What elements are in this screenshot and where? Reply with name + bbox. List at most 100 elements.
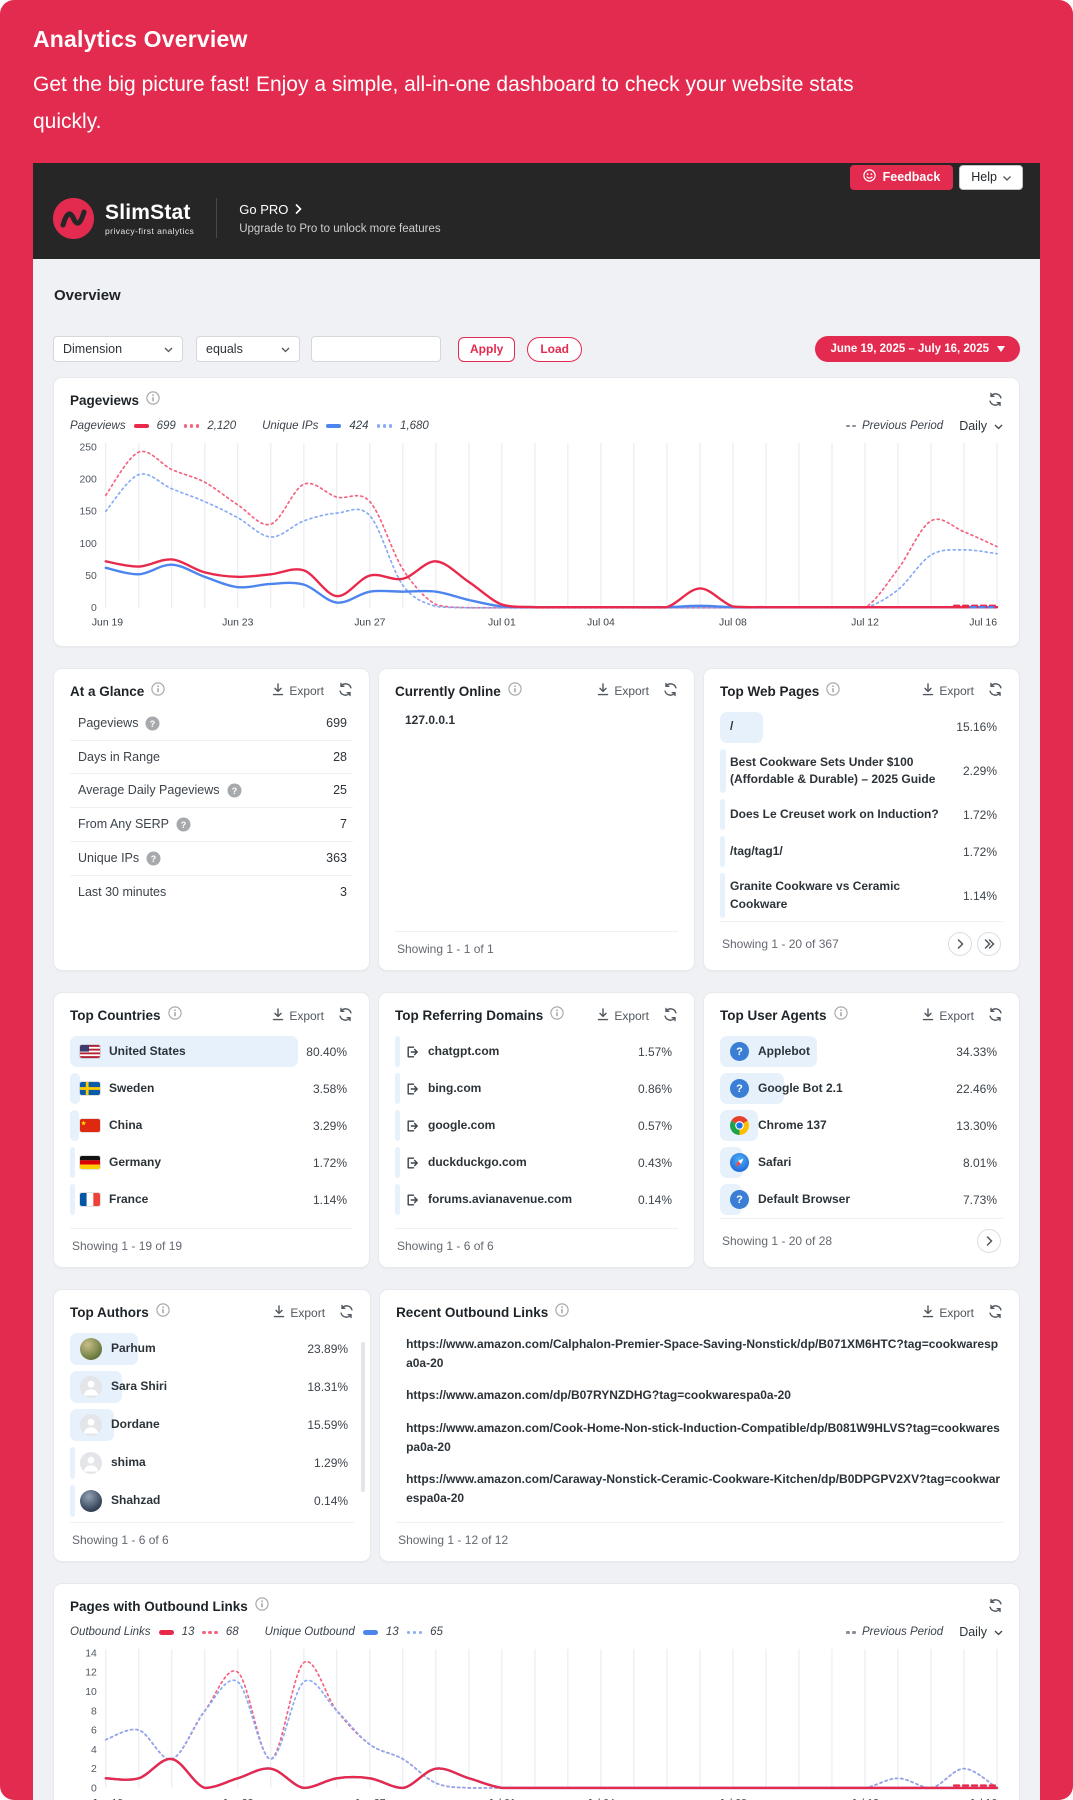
svg-text:?: ? — [150, 718, 156, 728]
next-page-button[interactable] — [977, 1229, 1001, 1254]
row-label[interactable]: Best Cookware Sets Under $100 (Affordabl… — [730, 754, 936, 786]
avatar — [80, 1452, 102, 1475]
refresh-button[interactable] — [988, 1304, 1003, 1322]
refresh-button[interactable] — [663, 682, 678, 700]
percentage-bar — [70, 1184, 75, 1216]
operator-select[interactable]: equals — [196, 336, 300, 362]
info-icon[interactable] — [555, 1303, 570, 1322]
filter-value-input[interactable] — [311, 336, 441, 362]
scrollbar[interactable] — [361, 1342, 366, 1493]
export-button[interactable]: Export — [922, 683, 974, 699]
refresh-button[interactable] — [988, 1007, 1003, 1025]
link-out-icon — [405, 1045, 419, 1059]
export-button[interactable]: Export — [922, 1007, 974, 1024]
info-icon[interactable] — [255, 1597, 269, 1616]
info-icon[interactable] — [146, 391, 160, 410]
row-percentage: 7.73% — [962, 1192, 997, 1207]
refresh-button[interactable] — [988, 392, 1003, 410]
table-row[interactable]: forums.avianavenue.com 0.14% — [395, 1181, 678, 1218]
outbound-link[interactable]: https://www.amazon.com/Caraway-Nonstick-… — [406, 1472, 1001, 1506]
metric-label: Average Daily Pageviews — [78, 783, 220, 798]
percentage-bar — [395, 1073, 400, 1105]
svg-text:Jun 27: Jun 27 — [354, 618, 385, 629]
info-icon[interactable] — [151, 681, 165, 701]
svg-text:6: 6 — [91, 1726, 97, 1737]
metric-value: 699 — [326, 716, 347, 731]
table-row[interactable]: chatgpt.com 1.57% — [395, 1033, 678, 1070]
info-icon[interactable] — [156, 1303, 170, 1322]
help-button[interactable]: Help — [959, 165, 1023, 190]
next-page-button[interactable] — [948, 932, 972, 957]
info-icon[interactable] — [508, 681, 522, 701]
row-percentage: 23.89% — [307, 1342, 349, 1357]
feedback-button[interactable]: Feedback — [849, 165, 954, 190]
chrome-icon — [730, 1116, 749, 1136]
interval-select[interactable]: Daily — [959, 1625, 1003, 1639]
go-pro-link[interactable]: Go PRO Upgrade to Pro to unlock more fea… — [239, 202, 440, 235]
refresh-button[interactable] — [339, 1304, 354, 1322]
row-label[interactable]: / — [730, 719, 734, 734]
outbound-link[interactable]: https://www.amazon.com/Cook-Home-Non-sti… — [406, 1420, 1000, 1454]
info-icon[interactable] — [833, 1006, 848, 1025]
row-label[interactable]: bing.com — [428, 1080, 482, 1095]
table-row[interactable]: Granite Cookware vs Ceramic Cookware 1.14… — [720, 870, 1003, 921]
svg-text:2: 2 — [91, 1765, 97, 1776]
row-label[interactable]: /tag/tag1/ — [730, 844, 783, 859]
interval-select[interactable]: Daily — [959, 419, 1003, 433]
table-row[interactable]: /tag/tag1/1.72% — [720, 833, 1003, 870]
row-percentage: 1.72% — [312, 1155, 347, 1170]
row-percentage: 1.72% — [962, 807, 997, 822]
glance-row: Average Daily Pageviews? 25 — [70, 774, 353, 808]
row-label[interactable]: forums.avianavenue.com — [428, 1191, 573, 1206]
table-row[interactable]: duckduckgo.com 0.43% — [395, 1144, 678, 1181]
svg-text:Jun 27: Jun 27 — [354, 1798, 385, 1800]
refresh-button[interactable] — [338, 1007, 353, 1025]
filter-bar: Dimension equals Apply Load June 19, 202… — [53, 336, 1020, 362]
svg-text:0: 0 — [91, 1784, 97, 1795]
row-label[interactable]: Granite Cookware vs Ceramic Cookware — [730, 879, 901, 911]
dimension-select[interactable]: Dimension — [53, 336, 183, 362]
table-row[interactable]: / 15.16% — [720, 709, 1003, 746]
export-button[interactable]: Export — [922, 1304, 974, 1321]
row-label: Shahzad — [111, 1493, 161, 1508]
panel-title: Top Referring Domains — [395, 1008, 544, 1024]
row-label[interactable]: Does Le Creuset work on Induction? — [730, 807, 939, 822]
row-label[interactable]: google.com — [428, 1117, 496, 1132]
glance-row: Days in Range 28 — [70, 741, 353, 774]
load-button[interactable]: Load — [527, 336, 583, 362]
apply-button[interactable]: Apply — [458, 336, 516, 362]
info-icon[interactable] — [167, 1006, 182, 1025]
legend-dotted-swatch — [202, 1630, 218, 1635]
avatar — [80, 1414, 102, 1437]
export-button[interactable]: Export — [272, 683, 324, 699]
panel-title: At a Glance — [70, 683, 145, 699]
refresh-button[interactable] — [338, 682, 353, 700]
export-button[interactable]: Export — [597, 1007, 649, 1024]
refresh-button[interactable] — [988, 682, 1003, 700]
table-row[interactable]: bing.com 0.86% — [395, 1070, 678, 1107]
outbound-link[interactable]: https://www.amazon.com/Calphalon-Premier… — [406, 1337, 999, 1371]
percentage-bar — [395, 1147, 400, 1179]
visitor-ip[interactable]: 127.0.0.1 — [405, 712, 456, 727]
table-row[interactable]: google.com 0.57% — [395, 1107, 678, 1144]
outbound-link[interactable]: https://www.amazon.com/dp/B07RYNZDHG?tag… — [406, 1388, 791, 1403]
info-icon[interactable] — [550, 1006, 564, 1025]
topbar-divider — [216, 198, 218, 238]
row-label: Sweden — [109, 1080, 155, 1095]
refresh-button[interactable] — [663, 1007, 678, 1025]
export-button[interactable]: Export — [273, 1304, 325, 1321]
row-label[interactable]: duckduckgo.com — [428, 1154, 527, 1169]
date-range-button[interactable]: June 19, 2025 – July 16, 2025 — [815, 336, 1020, 362]
currently-online-panel: Currently Online Export 127.0.0.1 Showin… — [378, 667, 695, 972]
export-button[interactable]: Export — [597, 683, 649, 699]
export-button[interactable]: Export — [272, 1007, 324, 1024]
info-icon[interactable] — [826, 681, 840, 701]
table-row[interactable]: Does Le Creuset work on Induction? 1.72% — [720, 796, 1003, 833]
row-label[interactable]: chatgpt.com — [428, 1043, 500, 1058]
panel-title: Top Countries — [70, 1008, 161, 1024]
chart-legend: Outbound Links 13 68 Unique Outbound 13 … — [70, 1625, 1003, 1639]
refresh-button[interactable] — [988, 1598, 1003, 1616]
svg-text:?: ? — [231, 785, 237, 795]
last-page-button[interactable] — [977, 932, 1001, 957]
table-row[interactable]: Best Cookware Sets Under $100 (Affordabl… — [720, 746, 1003, 797]
